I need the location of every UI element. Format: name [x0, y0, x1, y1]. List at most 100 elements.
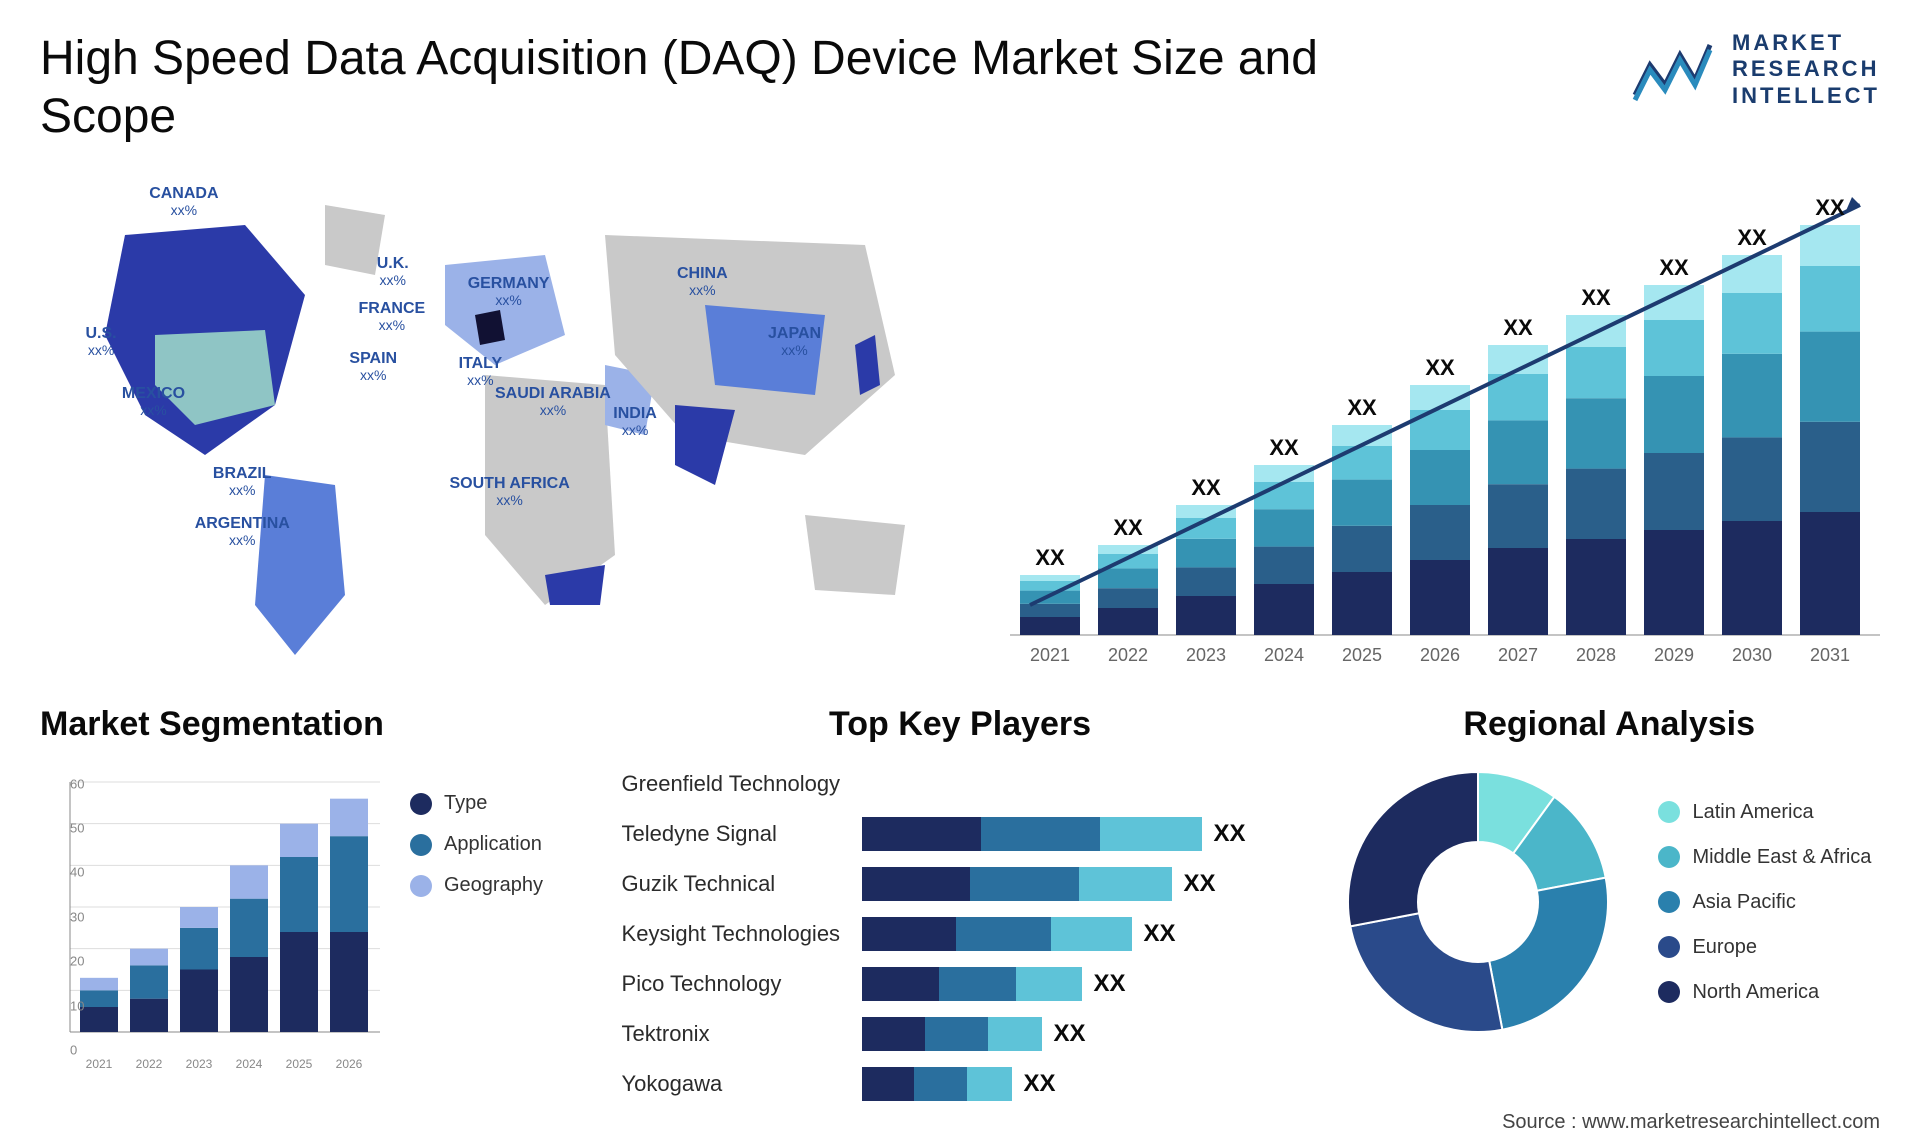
player-bar-segment — [981, 817, 1100, 851]
player-bar: XX — [862, 867, 1299, 901]
seg-year-2024: 2024 — [225, 1057, 273, 1071]
logo-line2: RESEARCH — [1732, 56, 1880, 82]
player-row: Keysight TechnologiesXX — [622, 912, 1299, 956]
donut-svg — [1338, 762, 1618, 1042]
player-name: Yokogawa — [622, 1071, 862, 1097]
growth-value-2025: XX — [1332, 395, 1392, 421]
player-bar-segment — [862, 817, 981, 851]
growth-year-2022: 2022 — [1093, 645, 1163, 666]
logo-icon — [1630, 35, 1720, 105]
legend-label: Application — [444, 833, 542, 856]
player-row: TektronixXX — [622, 1012, 1299, 1056]
legend-label: Geography — [444, 874, 543, 897]
growth-year-2026: 2026 — [1405, 645, 1475, 666]
player-bar — [862, 767, 1299, 801]
growth-year-2023: 2023 — [1171, 645, 1241, 666]
growth-value-2029: XX — [1644, 255, 1704, 281]
player-value: XX — [1144, 920, 1176, 948]
player-value: XX — [1094, 970, 1126, 998]
legend-dot — [1658, 891, 1680, 913]
seg-year-2022: 2022 — [125, 1057, 173, 1071]
key-players-title: Top Key Players — [622, 705, 1299, 744]
growth-year-2029: 2029 — [1639, 645, 1709, 666]
regional-legend: Latin America Middle East & Africa Asia Pa… — [1658, 801, 1871, 1004]
regional-legend-item: Asia Pacific — [1658, 891, 1871, 914]
growth-year-2024: 2024 — [1249, 645, 1319, 666]
growth-value-2023: XX — [1176, 475, 1236, 501]
seg-svg — [40, 762, 380, 1062]
segmentation-title: Market Segmentation — [40, 705, 582, 744]
growth-chart: XX2021XX2022XX2023XX2024XX2025XX2026XX20… — [1010, 175, 1880, 675]
logo: MARKET RESEARCH INTELLECT — [1630, 30, 1880, 109]
logo-line3: INTELLECT — [1732, 83, 1880, 109]
seg-year-2021: 2021 — [75, 1057, 123, 1071]
top-row: CANADAxx%U.S.xx%MEXICOxx%BRAZILxx%ARGENT… — [40, 175, 1880, 675]
player-bar-segment — [862, 967, 939, 1001]
player-bar: XX — [862, 1067, 1299, 1101]
growth-value-2028: XX — [1566, 285, 1626, 311]
player-row: Yokogawa XX — [622, 1062, 1299, 1106]
player-bar-segment — [967, 1067, 1012, 1101]
regional-legend-item: Latin America — [1658, 801, 1871, 824]
regional-legend-item: North America — [1658, 981, 1871, 1004]
header: High Speed Data Acquisition (DAQ) Device… — [40, 30, 1880, 145]
player-name: Greenfield Technology — [622, 771, 862, 797]
player-bar-segment — [988, 1017, 1042, 1051]
world-map: CANADAxx%U.S.xx%MEXICOxx%BRAZILxx%ARGENT… — [40, 175, 950, 675]
player-bar-segment — [1100, 817, 1202, 851]
player-bar-segment — [862, 1017, 925, 1051]
growth-year-2031: 2031 — [1795, 645, 1865, 666]
regional-title: Regional Analysis — [1338, 705, 1880, 744]
legend-label: Latin America — [1692, 801, 1813, 824]
player-row: Greenfield Technology — [622, 762, 1299, 806]
regional-legend-item: Europe — [1658, 936, 1871, 959]
player-value: XX — [1024, 1070, 1056, 1098]
regional-legend-item: Middle East & Africa — [1658, 846, 1871, 869]
legend-dot — [410, 793, 432, 815]
growth-value-2027: XX — [1488, 315, 1548, 341]
player-bar-segment — [970, 867, 1079, 901]
growth-year-2030: 2030 — [1717, 645, 1787, 666]
map-svg — [40, 175, 950, 675]
player-value: XX — [1054, 1020, 1086, 1048]
player-bar: XX — [862, 1017, 1299, 1051]
legend-dot — [410, 875, 432, 897]
player-bar: XX — [862, 817, 1299, 851]
legend-label: Type — [444, 792, 487, 815]
legend-label: Asia Pacific — [1692, 891, 1795, 914]
growth-year-2027: 2027 — [1483, 645, 1553, 666]
legend-label: Europe — [1692, 936, 1757, 959]
growth-year-2021: 2021 — [1015, 645, 1085, 666]
player-bar-segment — [862, 867, 971, 901]
regional-donut — [1338, 762, 1618, 1042]
legend-label: Middle East & Africa — [1692, 846, 1871, 869]
bottom-row: Market Segmentation 01020304050602021202… — [40, 705, 1880, 1105]
growth-value-2026: XX — [1410, 355, 1470, 381]
player-row: Pico Technology XX — [622, 962, 1299, 1006]
seg-year-2023: 2023 — [175, 1057, 223, 1071]
seg-legend-geography: Geography — [410, 874, 543, 897]
growth-value-2022: XX — [1098, 515, 1158, 541]
player-bar-segment — [1079, 867, 1172, 901]
player-bar-segment — [862, 917, 957, 951]
legend-dot — [1658, 846, 1680, 868]
player-row: Teledyne Signal XX — [622, 812, 1299, 856]
logo-text: MARKET RESEARCH INTELLECT — [1732, 30, 1880, 109]
player-bar-segment — [956, 917, 1051, 951]
seg-year-2026: 2026 — [325, 1057, 373, 1071]
player-name: Teledyne Signal — [622, 821, 862, 847]
growth-value-2030: XX — [1722, 225, 1782, 251]
player-name: Guzik Technical — [622, 871, 862, 897]
legend-dot — [1658, 801, 1680, 823]
player-bar-segment — [862, 1067, 915, 1101]
regional-panel: Regional Analysis Latin America Middle Ea… — [1338, 705, 1880, 1105]
players-list: Greenfield TechnologyTeledyne SignalXXGu… — [622, 762, 1299, 1106]
player-value: XX — [1214, 820, 1246, 848]
player-name: Pico Technology — [622, 971, 862, 997]
logo-line1: MARKET — [1732, 30, 1880, 56]
player-bar-segment — [914, 1067, 967, 1101]
key-players-panel: Top Key Players Greenfield Technology Tel… — [622, 705, 1299, 1105]
legend-dot — [1658, 936, 1680, 958]
growth-value-2021: XX — [1020, 545, 1080, 571]
growth-year-2028: 2028 — [1561, 645, 1631, 666]
